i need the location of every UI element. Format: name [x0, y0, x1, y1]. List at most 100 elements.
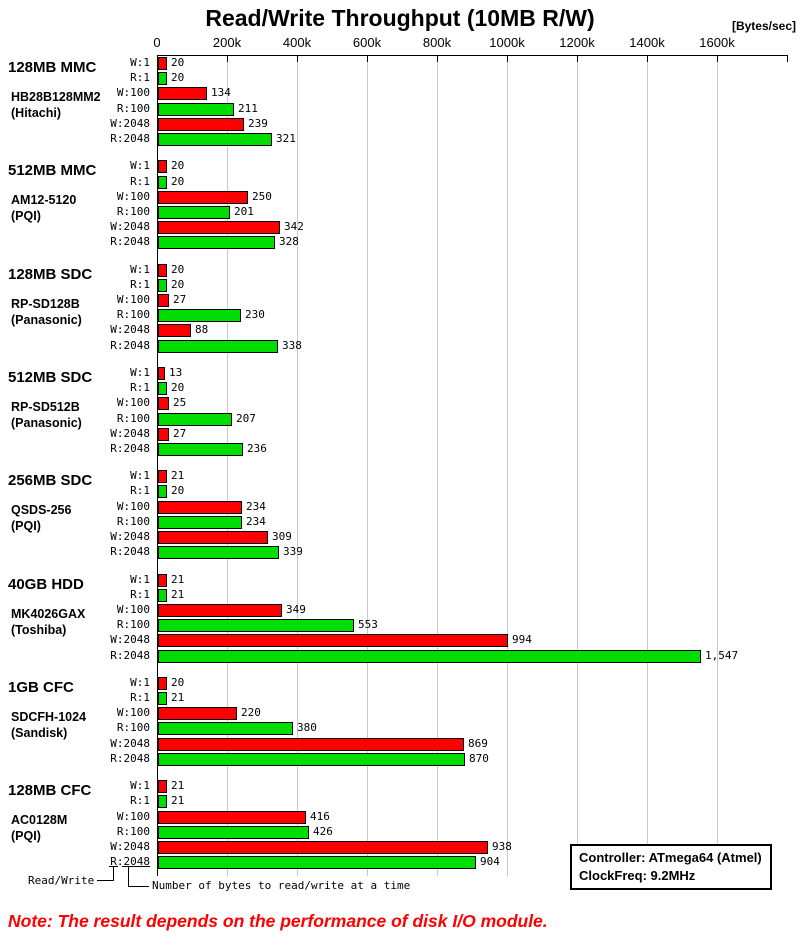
bar-row-label: W:1	[130, 676, 150, 689]
bar-row-label: R:100	[116, 308, 150, 321]
bar-row-label: R:2048	[110, 649, 150, 662]
device-brand-label: (PQI)	[11, 829, 41, 843]
legend-bracket-read-write	[97, 867, 114, 881]
bar-value-label: 339	[283, 545, 303, 558]
bar-value-label: 20	[171, 71, 185, 84]
bar-row-label: R:2048	[110, 235, 150, 248]
write-bar	[158, 264, 167, 277]
bar-value-label: 27	[173, 293, 187, 306]
bar-row-label: W:100	[116, 396, 150, 409]
write-bar	[158, 738, 464, 751]
bar-value-label: 21	[171, 779, 185, 792]
bar-row-label: W:1	[130, 573, 150, 586]
x-tick-label: 1000k	[489, 35, 525, 50]
legend-underline-byte-count	[122, 866, 150, 867]
write-bar	[158, 677, 167, 690]
device-capacity-label: 512MB MMC	[8, 162, 97, 179]
device-brand-label: (Sandisk)	[11, 726, 68, 740]
device-model-label: QSDS-256	[11, 503, 72, 517]
read-bar	[158, 856, 476, 869]
bar-row-label: W:2048	[110, 427, 150, 440]
chart-title: Read/Write Throughput (10MB R/W)	[205, 5, 595, 31]
bar-row-label: W:2048	[110, 530, 150, 543]
write-bar	[158, 221, 280, 234]
clockfreq-line: ClockFreq: 9.2MHz	[579, 868, 696, 883]
device-capacity-label: 128MB SDC	[8, 266, 93, 283]
read-bar	[158, 795, 167, 808]
bar-value-label: 328	[279, 235, 299, 248]
bar-value-label: 134	[211, 86, 231, 99]
legend-bracket-bytes	[128, 867, 149, 887]
axis-top-tick	[437, 56, 438, 62]
write-bar	[158, 604, 282, 617]
bar-row-label: R:2048	[110, 752, 150, 765]
axis-top-tick	[787, 56, 788, 62]
write-bar	[158, 811, 306, 824]
device-brand-label: (PQI)	[11, 519, 41, 533]
axis-top-tick	[577, 56, 578, 62]
device-capacity-label: 256MB SDC	[8, 472, 93, 489]
x-tick-label: 1400k	[629, 35, 665, 50]
bar-row-label: R:1	[130, 588, 150, 601]
read-bar	[158, 619, 354, 632]
gridline	[437, 55, 438, 876]
bar-value-label: 994	[512, 633, 532, 646]
bar-value-label: 904	[480, 855, 500, 868]
legend-underline-rw-prefix	[109, 866, 118, 867]
gridline	[297, 55, 298, 876]
read-bar	[158, 826, 309, 839]
read-bar	[158, 176, 167, 189]
bar-row-label: W:1	[130, 366, 150, 379]
write-bar	[158, 294, 169, 307]
read-bar	[158, 340, 278, 353]
write-bar	[158, 118, 244, 131]
bar-value-label: 88	[195, 323, 209, 336]
device-brand-label: (Panasonic)	[11, 416, 82, 430]
read-bar	[158, 589, 167, 602]
bar-value-label: 309	[272, 530, 292, 543]
bar-value-label: 349	[286, 603, 306, 616]
bar-row-label: W:100	[116, 706, 150, 719]
device-capacity-label: 40GB HDD	[8, 576, 84, 593]
bar-value-label: 27	[173, 427, 187, 440]
bar-value-label: 20	[171, 381, 185, 394]
device-model-label: RP-SD512B	[11, 400, 80, 414]
read-bar	[158, 206, 230, 219]
bar-row-label: R:1	[130, 484, 150, 497]
bar-row-label: R:100	[116, 721, 150, 734]
bar-value-label: 938	[492, 840, 512, 853]
bar-value-label: 234	[246, 515, 266, 528]
x-tick-label: 1600k	[699, 35, 735, 50]
bar-value-label: 342	[284, 220, 304, 233]
read-bar	[158, 753, 465, 766]
bar-value-label: 426	[313, 825, 333, 838]
bar-row-label: R:2048	[110, 132, 150, 145]
x-tick-label: 0	[153, 35, 161, 50]
bar-value-label: 25	[173, 396, 187, 409]
bar-row-label: R:100	[116, 412, 150, 425]
bar-value-label: 220	[241, 706, 261, 719]
x-tick-label: 200k	[212, 35, 242, 50]
bar-value-label: 338	[282, 339, 302, 352]
device-model-label: MK4026GAX	[11, 607, 86, 621]
bar-row-label: W:2048	[110, 633, 150, 646]
bar-row-label: W:100	[116, 190, 150, 203]
axis-top-tick	[227, 56, 228, 62]
x-tick-label: 1200k	[559, 35, 595, 50]
bar-value-label: 239	[248, 117, 268, 130]
read-bar	[158, 546, 279, 559]
axis-top-tick	[297, 56, 298, 62]
bar-row-label: R:2048	[110, 855, 150, 868]
write-bar	[158, 634, 508, 647]
device-model-label: AC0128M	[11, 813, 68, 827]
device-model-label: SDCFH-1024	[11, 710, 87, 724]
write-bar	[158, 531, 268, 544]
bar-value-label: 236	[247, 442, 267, 455]
gridline	[647, 55, 648, 876]
bar-row-label: R:100	[116, 102, 150, 115]
bar-value-label: 321	[276, 132, 296, 145]
bar-value-label: 20	[171, 159, 185, 172]
bar-value-label: 250	[252, 190, 272, 203]
read-bar	[158, 103, 234, 116]
device-model-label: HB28B128MM2	[11, 90, 101, 104]
